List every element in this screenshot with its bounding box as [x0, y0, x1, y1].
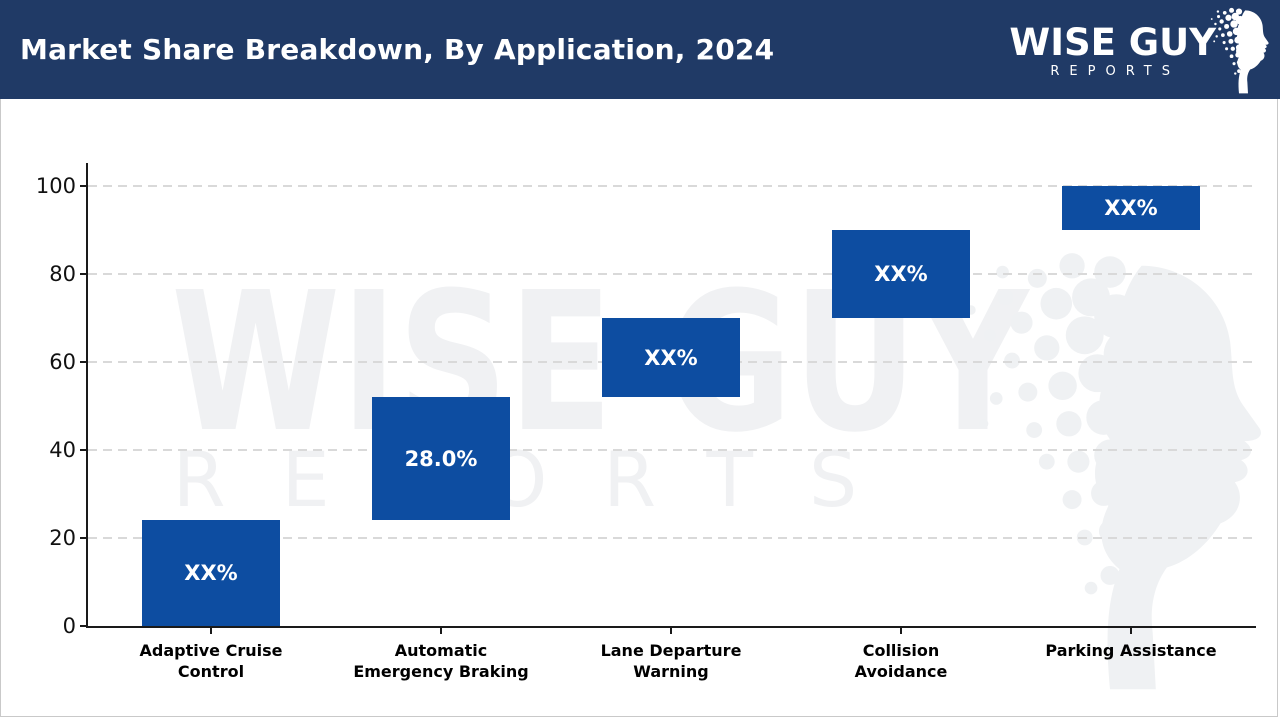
- category-label-line: Warning: [633, 662, 709, 681]
- y-axis-tick-label: 100: [35, 174, 76, 198]
- category-label: Adaptive Cruise Control: [81, 640, 341, 682]
- wise-guy-logo: WISE GUY REPORTS: [1009, 6, 1270, 94]
- y-axis-tick: [80, 273, 88, 275]
- category-label-line: Collision: [862, 641, 940, 660]
- category-label-line: Parking Assistance: [1045, 641, 1217, 660]
- x-axis-tick: [210, 628, 212, 634]
- y-axis-tick: [80, 537, 88, 539]
- x-axis-tick: [900, 628, 902, 634]
- category-label: Automatic Emergency Braking: [311, 640, 571, 682]
- bar: XX%: [602, 318, 740, 398]
- header-bar: Market Share Breakdown, By Application, …: [0, 0, 1280, 99]
- category-label: Collision Avoidance: [771, 640, 1031, 682]
- x-axis-tick: [1130, 628, 1132, 634]
- gridline: [88, 273, 1256, 275]
- category-label-line: Lane Departure: [600, 641, 742, 660]
- y-axis-tick: [80, 185, 88, 187]
- category-label: Parking Assistance: [1001, 640, 1261, 661]
- category-label-line: Automatic: [394, 641, 488, 660]
- category-label: Lane Departure Warning: [541, 640, 801, 682]
- logo-subtitle: REPORTS: [1050, 64, 1180, 79]
- category-label-line: Emergency Braking: [353, 662, 529, 681]
- watermark-text-line2: REPORTS: [172, 435, 914, 524]
- y-axis-tick-label: 40: [49, 438, 76, 462]
- logo-text: WISE GUY REPORTS: [1009, 24, 1216, 79]
- head-profile-icon: [1210, 7, 1269, 93]
- gridline: [88, 537, 1256, 539]
- y-axis-tick-label: 20: [49, 526, 76, 550]
- bar: XX%: [142, 520, 280, 626]
- bar: XX%: [832, 230, 970, 318]
- y-axis-tick-label: 0: [62, 614, 76, 638]
- bar-value-label: XX%: [874, 262, 928, 286]
- bar-value-label: 28.0%: [404, 446, 478, 471]
- y-axis-tick: [80, 361, 88, 363]
- bar: XX%: [1062, 186, 1200, 230]
- bar-value-label: XX%: [184, 561, 238, 586]
- y-axis-tick-label: 80: [49, 262, 76, 286]
- logo-name: WISE GUY: [1009, 21, 1216, 64]
- bar-value-label: XX%: [644, 345, 698, 370]
- gridline: [88, 449, 1256, 451]
- x-axis-line: [86, 626, 1256, 628]
- y-axis-line: [86, 163, 88, 628]
- x-axis-tick: [440, 628, 442, 634]
- x-axis-tick: [670, 628, 672, 634]
- bar-value-label: XX%: [1104, 196, 1158, 220]
- category-label-line: Control: [177, 662, 245, 681]
- y-axis-tick: [80, 449, 88, 451]
- y-axis-tick-label: 60: [49, 350, 76, 374]
- y-axis-tick: [80, 625, 88, 627]
- chart-title: Market Share Breakdown, By Application, …: [20, 33, 775, 66]
- category-label-line: Avoidance: [854, 662, 948, 681]
- bar: 28.0%: [372, 397, 510, 521]
- category-label-line: Adaptive Cruise: [139, 641, 283, 660]
- gridline: [88, 185, 1256, 187]
